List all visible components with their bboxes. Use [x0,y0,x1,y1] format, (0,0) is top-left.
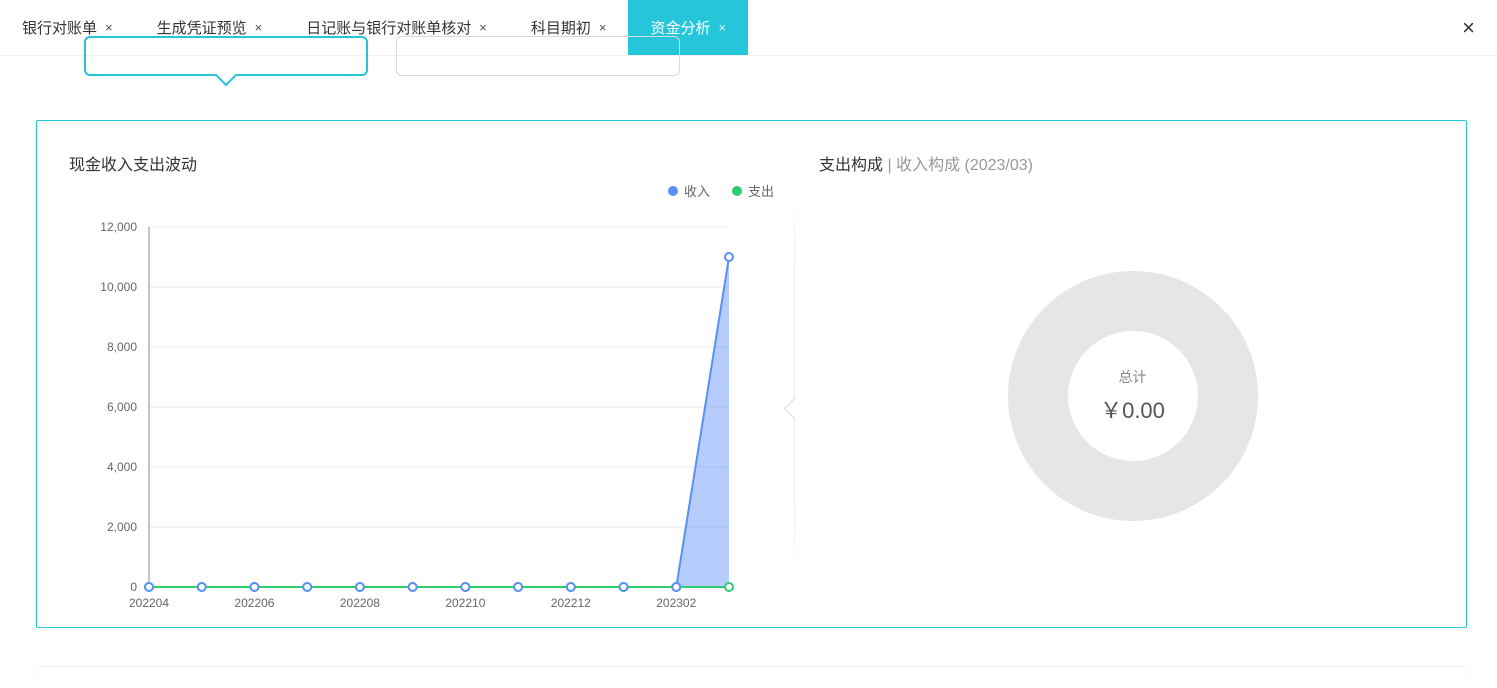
tab-label: 生成凭证预览 [157,17,247,38]
svg-text:10,000: 10,000 [100,280,137,294]
legend-expense[interactable]: 支出 [732,181,774,200]
close-icon[interactable]: × [105,20,113,35]
chart-legend: 收入 支出 [668,181,774,200]
svg-text:202212: 202212 [551,596,591,610]
close-icon[interactable]: × [1462,15,1475,41]
sep: | [883,157,896,174]
svg-text:8,000: 8,000 [107,340,137,354]
tab-label: 日记账与银行对账单核对 [306,17,471,38]
divider [794,191,795,577]
legend-label: 收入 [684,181,710,200]
legend-label: 支出 [748,181,774,200]
svg-text:6,000: 6,000 [107,400,137,414]
close-icon[interactable]: × [599,20,607,35]
legend-dot-income [668,186,678,196]
legend-income[interactable]: 收入 [668,181,710,200]
svg-text:202302: 202302 [656,596,696,610]
svg-text:4,000: 4,000 [107,460,137,474]
cash-flow-chart: 0 2,000 4,000 6,000 8,000 10,000 12,000 202204 2… [69,207,749,617]
donut-center: 总计 ￥0.00 [1100,367,1165,425]
svg-text:202206: 202206 [234,596,274,610]
composition-title: 支出构成 | 收入构成 (2023/03) [819,151,1446,175]
subtab-band [0,56,1497,80]
subtab-active[interactable] [84,36,368,76]
cash-flow-chart-pane: 现金收入支出波动 收入 支出 0 2,000 4,000 6,000 8,000 10,0… [69,151,784,607]
close-icon[interactable]: × [479,20,487,35]
tab-label: 银行对账单 [22,17,97,38]
tab-label: 资金分析 [650,17,710,38]
svg-text:12,000: 12,000 [100,220,137,234]
composition-tab-income[interactable]: 收入构成 (2023/03) [896,157,1033,174]
subtab-inactive[interactable] [396,36,680,76]
donut-center-label: 总计 [1100,367,1165,387]
tab-label: 科目期初 [531,17,591,38]
next-panel [36,666,1467,688]
content: 现金收入支出波动 收入 支出 0 2,000 4,000 6,000 8,000 10,0… [0,80,1497,648]
svg-text:2,000: 2,000 [107,520,137,534]
legend-dot-expense [732,186,742,196]
composition-tab-expense[interactable]: 支出构成 [819,157,883,174]
composition-pane: 支出构成 | 收入构成 (2023/03) 总计 ￥0.00 [819,151,1446,607]
donut-chart: 总计 ￥0.00 [1008,271,1258,521]
chart-title: 现金收入支出波动 [69,151,784,175]
donut-center-value: ￥0.00 [1100,393,1165,425]
svg-text:202204: 202204 [129,596,169,610]
analysis-card: 现金收入支出波动 收入 支出 0 2,000 4,000 6,000 8,000 10,0… [36,120,1467,628]
close-icon[interactable]: × [255,20,263,35]
svg-text:202210: 202210 [445,596,485,610]
svg-text:0: 0 [130,580,137,594]
close-icon[interactable]: × [718,20,726,35]
svg-text:202208: 202208 [340,596,380,610]
